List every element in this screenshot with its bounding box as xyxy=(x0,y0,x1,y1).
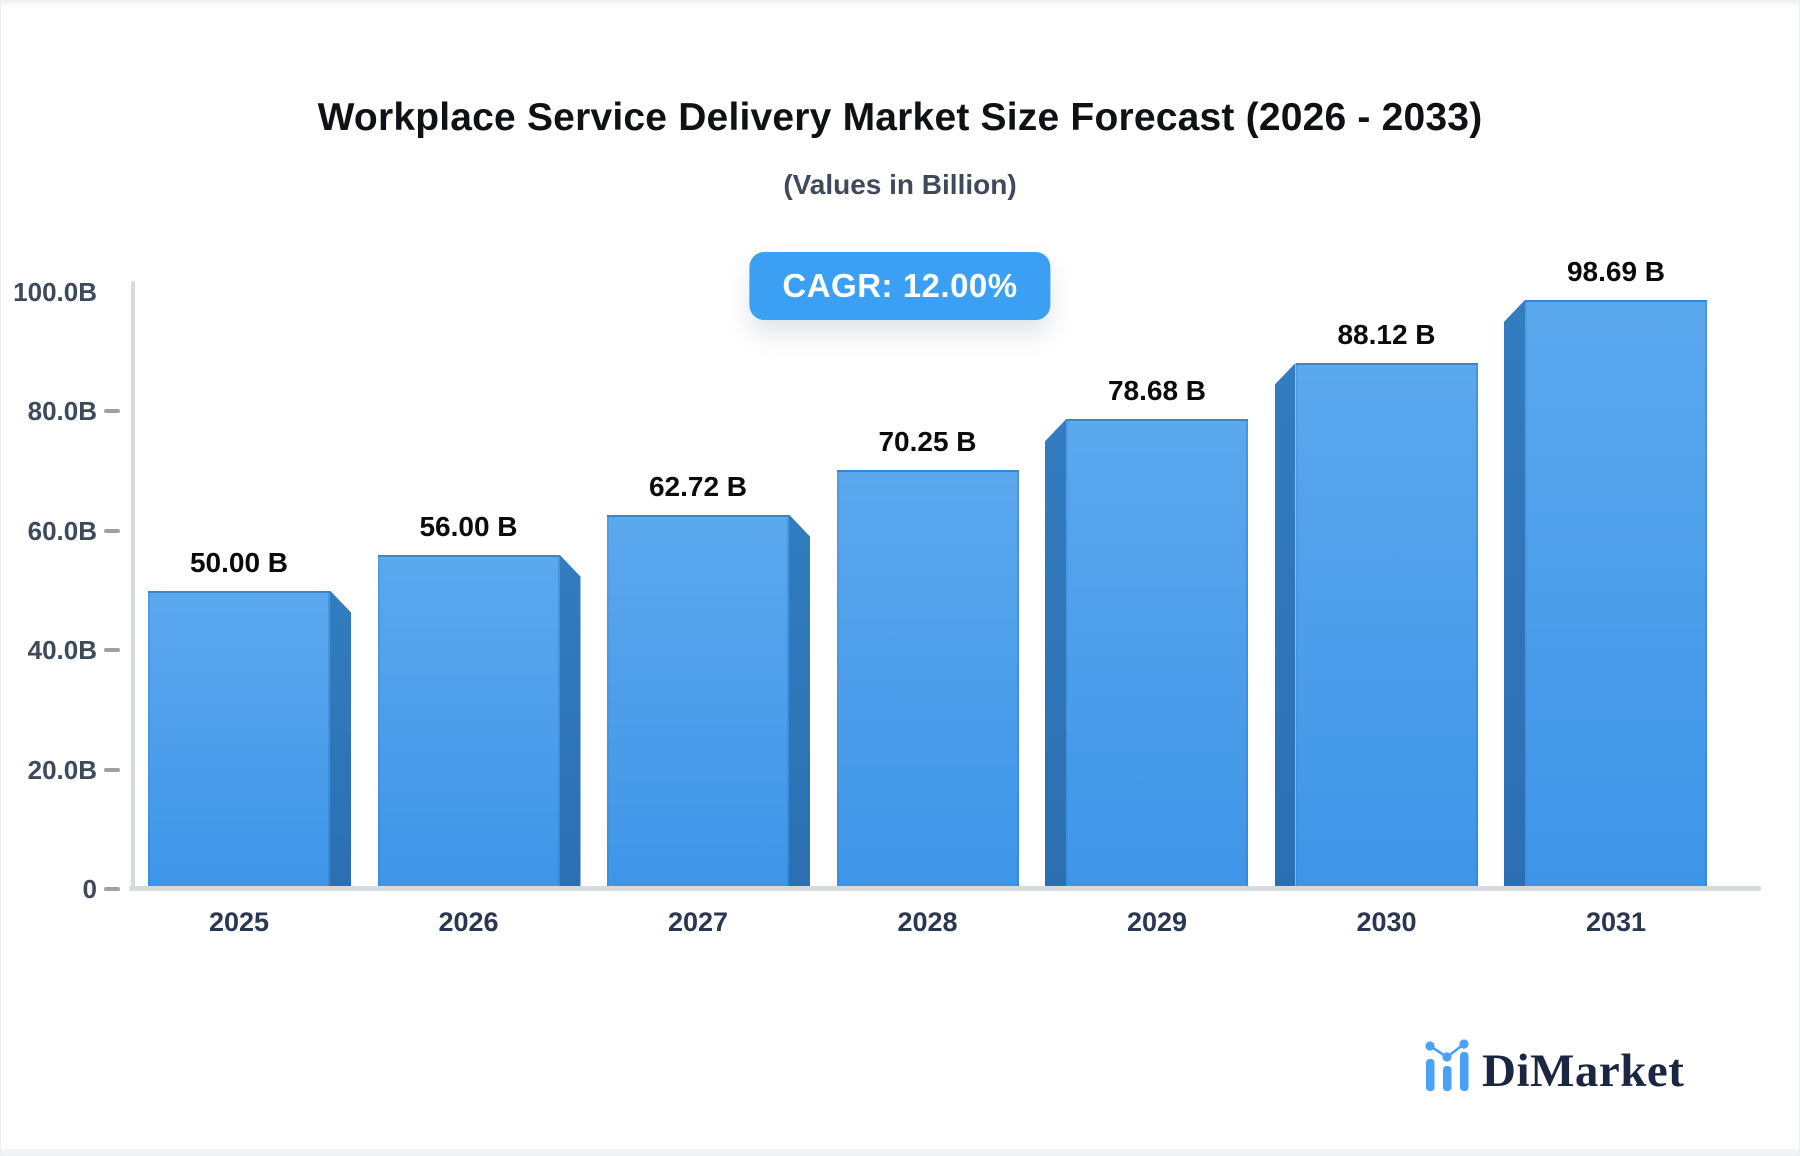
x-axis-baseline xyxy=(129,886,1761,891)
x-axis-label: 2025 xyxy=(208,907,270,937)
y-axis-tick-label: 60.0B xyxy=(27,515,97,546)
y-axis-tick-label: 0 xyxy=(82,874,97,904)
x-axis-label: 2028 xyxy=(897,907,958,937)
y-axis-tick-mark xyxy=(104,409,120,414)
y-axis-tick-mark xyxy=(104,767,120,772)
x-axis-label: 2030 xyxy=(1356,907,1417,937)
bar-side-face xyxy=(789,514,810,890)
cagr-badge: CAGR: 12.00% xyxy=(749,252,1051,320)
bar xyxy=(377,554,560,890)
bar-value-label: 88.12 B xyxy=(1337,318,1436,350)
x-axis-label: 2027 xyxy=(667,907,729,937)
y-axis-tick-label: 40.0B xyxy=(27,635,97,666)
y-axis-tick-mark xyxy=(104,648,120,653)
x-axis-label: 2029 xyxy=(1126,907,1188,937)
bar xyxy=(1066,419,1248,890)
brand-logo: DiMarket xyxy=(1423,1037,1685,1097)
bar-side-face xyxy=(1045,419,1066,890)
bar-side-face xyxy=(330,590,351,890)
y-axis-tick-label: 80.0B xyxy=(27,396,97,427)
y-axis-tick-mark xyxy=(104,887,120,891)
bar-chart-logo-icon xyxy=(1425,1039,1469,1091)
top-edge-strip xyxy=(1,1,1799,4)
bar-value-label: 50.00 B xyxy=(189,546,289,578)
chart-title: Workplace Service Delivery Market Size F… xyxy=(317,96,1483,139)
bar xyxy=(836,469,1019,890)
bar-side-face xyxy=(1504,299,1525,890)
y-axis-tick-label: 100.0B xyxy=(13,277,97,307)
chart-subtitle: (Values in Billion) xyxy=(783,169,1017,200)
y-axis-tick-label: 20.0B xyxy=(27,754,97,785)
bar xyxy=(1525,299,1707,890)
bar xyxy=(1295,362,1478,890)
bar xyxy=(148,590,330,890)
bar-side-face xyxy=(559,554,581,890)
y-axis-line xyxy=(131,281,135,889)
bar-value-label: 62.72 B xyxy=(648,470,748,502)
bar-value-label: 78.68 B xyxy=(1107,375,1207,407)
bar-value-label: 70.25 B xyxy=(878,425,977,457)
brand-logo-text: DiMarket xyxy=(1482,1044,1685,1097)
bar-value-label: 56.00 B xyxy=(419,510,518,542)
bar-value-label: 98.69 B xyxy=(1566,255,1666,287)
bar-side-face xyxy=(1274,362,1296,890)
bar xyxy=(607,514,789,890)
x-axis-label: 2031 xyxy=(1585,907,1647,937)
y-axis-tick-mark xyxy=(104,528,120,533)
x-axis-label: 2026 xyxy=(438,907,499,937)
bottom-edge-strip xyxy=(1,1149,1799,1155)
